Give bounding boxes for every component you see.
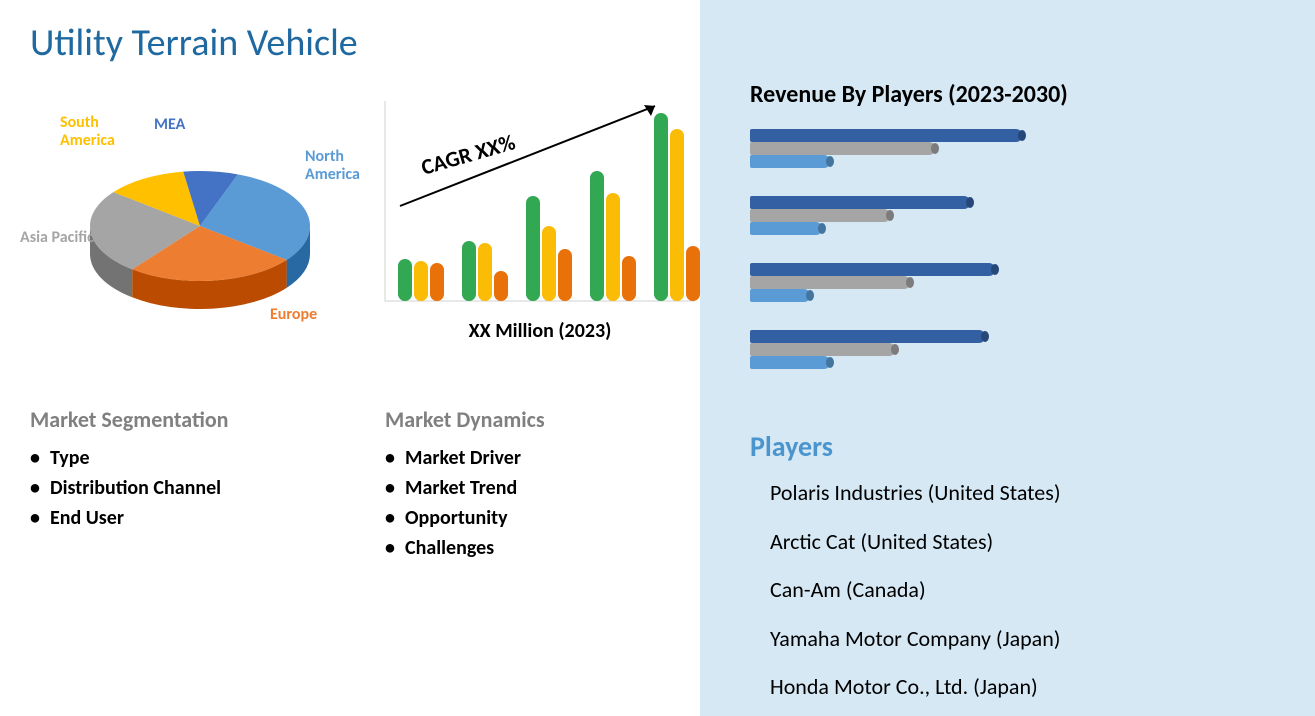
list-item: End User <box>30 503 325 533</box>
left-panel: Utility Terrain Vehicle North America Eur… <box>0 0 700 716</box>
list-item: Challenges <box>385 533 680 563</box>
page-title: Utility Terrain Vehicle <box>30 20 680 66</box>
segmentation-list: TypeDistribution ChannelEnd User <box>30 443 325 533</box>
pie-label: North America <box>305 148 370 183</box>
revenue-title: Revenue By Players (2023-2030) <box>750 80 1285 109</box>
player-item: Yamaha Motor Company (Japan) <box>750 625 1285 654</box>
dynamics-list: Market DriverMarket TrendOpportunityChal… <box>385 443 680 563</box>
revenue-bar <box>750 263 995 276</box>
revenue-bar <box>750 142 935 155</box>
segmentation-block: Market Segmentation TypeDistribution Cha… <box>30 406 325 563</box>
list-item: Type <box>30 443 325 473</box>
revenue-bar <box>750 196 970 209</box>
revenue-bar <box>750 343 895 356</box>
players-title: Players <box>750 429 1285 464</box>
revenue-bar <box>750 222 822 235</box>
lists-row: Market Segmentation TypeDistribution Cha… <box>30 406 680 563</box>
list-item: Distribution Channel <box>30 473 325 503</box>
revenue-bar-group <box>750 263 1285 302</box>
player-item: Can-Am (Canada) <box>750 576 1285 605</box>
pie-label: MEA <box>154 116 185 134</box>
revenue-bar <box>750 330 985 343</box>
list-item: Market Trend <box>385 473 680 503</box>
pie-label: Asia Pacific <box>20 229 94 247</box>
revenue-bar <box>750 276 910 289</box>
charts-row: North AmericaEuropeAsia PacificSouth Ame… <box>30 96 680 356</box>
right-panel: Revenue By Players (2023-2030) Players P… <box>700 0 1315 716</box>
revenue-bar <box>750 155 830 168</box>
revenue-bar <box>750 356 830 369</box>
revenue-bar-group <box>750 196 1285 235</box>
player-item: Polaris Industries (United States) <box>750 479 1285 508</box>
revenue-bar <box>750 129 1022 142</box>
bar-svg <box>380 96 700 306</box>
dynamics-block: Market Dynamics Market DriverMarket Tren… <box>385 406 680 563</box>
pie-label: Europe <box>270 306 317 324</box>
revenue-bar-group <box>750 330 1285 369</box>
revenue-bar-group <box>750 129 1285 168</box>
list-item: Market Driver <box>385 443 680 473</box>
dynamics-title: Market Dynamics <box>385 406 680 433</box>
bar-xlabel: XX Million (2023) <box>380 319 700 343</box>
revenue-bars <box>750 129 1285 369</box>
players-list: Polaris Industries (United States) Arctic… <box>750 479 1285 702</box>
revenue-bar <box>750 209 890 222</box>
pie-chart: North AmericaEuropeAsia PacificSouth Ame… <box>30 96 370 336</box>
player-item: Honda Motor Co., Ltd. (Japan) <box>750 673 1285 702</box>
segmentation-title: Market Segmentation <box>30 406 325 433</box>
player-item: Arctic Cat (United States) <box>750 528 1285 557</box>
bar-chart: CAGR XX% XX Million (2023) <box>380 96 700 356</box>
list-item: Opportunity <box>385 503 680 533</box>
revenue-bar <box>750 289 810 302</box>
pie-label: South America <box>60 114 140 149</box>
